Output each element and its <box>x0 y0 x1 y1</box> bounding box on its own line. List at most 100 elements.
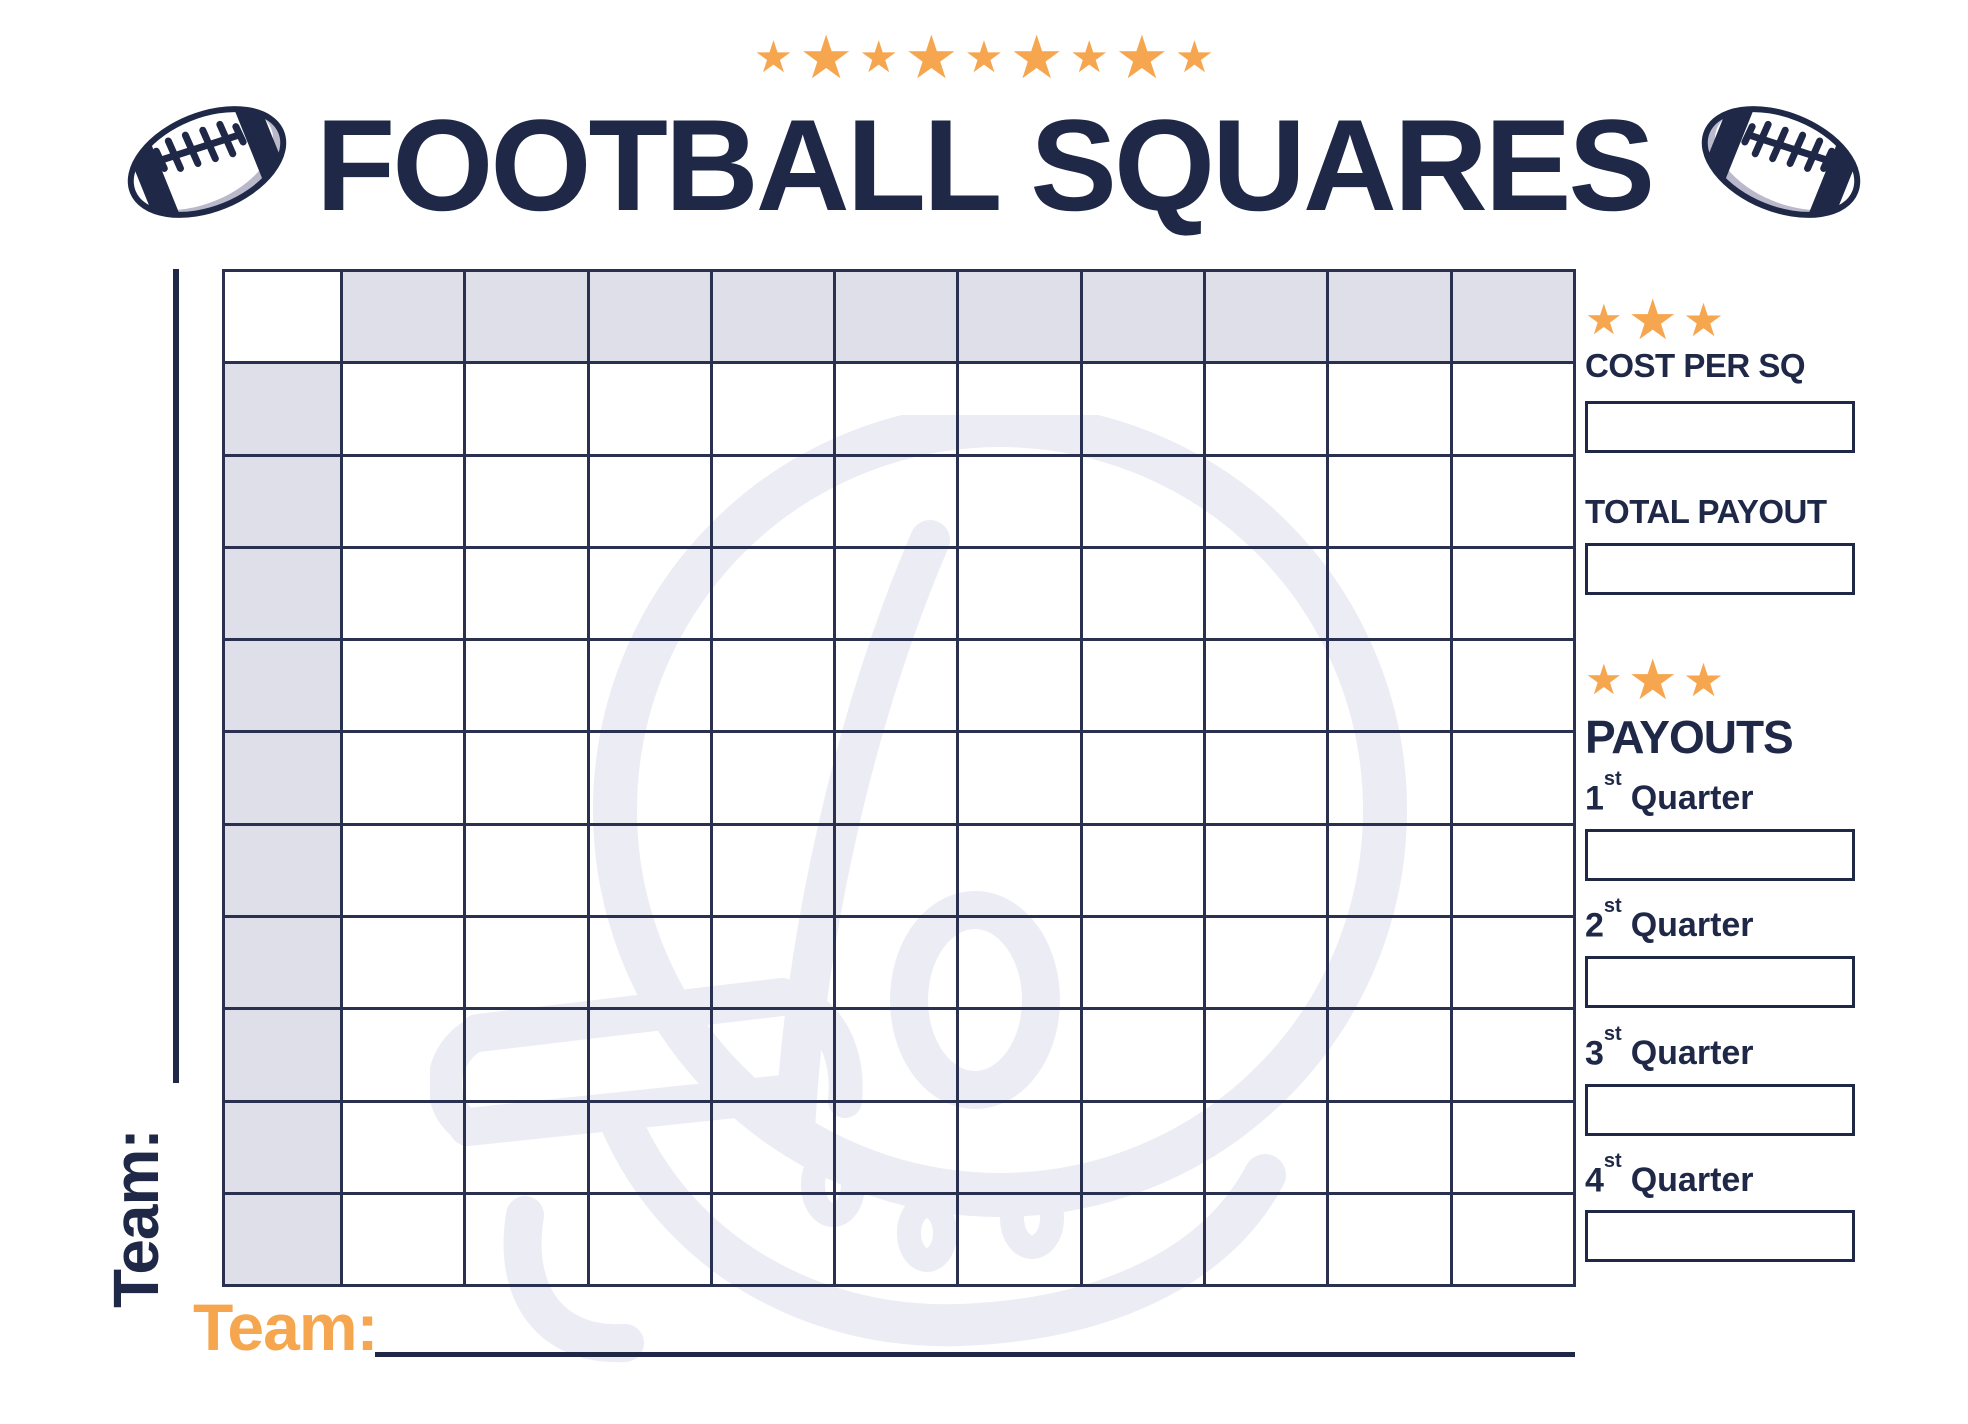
square-cell[interactable] <box>1206 1010 1330 1103</box>
square-cell[interactable] <box>589 1010 713 1103</box>
total-payout-input[interactable] <box>1585 543 1855 595</box>
column-header-cell[interactable] <box>836 272 960 365</box>
square-cell[interactable] <box>343 1194 467 1284</box>
square-cell[interactable] <box>589 548 713 642</box>
quarter-3-input[interactable] <box>1585 1084 1855 1136</box>
square-cell[interactable] <box>712 456 837 549</box>
square-cell[interactable] <box>1329 918 1453 1011</box>
column-header-cell[interactable] <box>343 272 467 365</box>
square-cell[interactable] <box>1329 733 1453 826</box>
square-cell[interactable] <box>466 456 590 549</box>
square-cell[interactable] <box>343 641 467 734</box>
square-cell[interactable] <box>1206 825 1330 919</box>
row-header-cell[interactable] <box>225 364 343 457</box>
square-cell[interactable] <box>1083 1194 1207 1284</box>
square-cell[interactable] <box>1329 1194 1453 1284</box>
square-cell[interactable] <box>466 733 590 826</box>
square-cell[interactable] <box>466 918 590 1011</box>
square-cell[interactable] <box>1452 918 1573 1011</box>
square-cell[interactable] <box>1329 1010 1453 1103</box>
square-cell[interactable] <box>589 733 713 826</box>
square-cell[interactable] <box>1452 457 1573 549</box>
square-cell[interactable] <box>1082 918 1207 1011</box>
square-cell[interactable] <box>836 641 960 734</box>
square-cell[interactable] <box>712 1102 837 1195</box>
square-cell[interactable] <box>1452 1010 1573 1103</box>
square-cell[interactable] <box>466 1010 590 1103</box>
row-header-cell[interactable] <box>225 1102 343 1195</box>
row-header-cell[interactable] <box>225 918 343 1011</box>
square-cell[interactable] <box>836 1102 960 1195</box>
square-cell[interactable] <box>959 1102 1083 1195</box>
square-cell[interactable] <box>1082 825 1207 919</box>
square-cell[interactable] <box>1329 548 1453 642</box>
square-cell[interactable] <box>1452 364 1573 457</box>
cost-per-sq-input[interactable] <box>1585 401 1855 453</box>
square-cell[interactable] <box>343 364 467 457</box>
square-cell[interactable] <box>836 548 960 642</box>
square-cell[interactable] <box>959 825 1083 919</box>
square-cell[interactable] <box>1452 733 1573 826</box>
square-cell[interactable] <box>1206 1102 1330 1195</box>
square-cell[interactable] <box>589 1102 713 1195</box>
row-header-cell[interactable] <box>225 548 343 642</box>
square-cell[interactable] <box>1206 456 1330 549</box>
square-cell[interactable] <box>1082 641 1207 734</box>
square-cell[interactable] <box>836 456 960 549</box>
square-cell[interactable] <box>836 918 960 1011</box>
square-cell[interactable] <box>959 456 1083 549</box>
quarter-2-input[interactable] <box>1585 956 1855 1008</box>
square-cell[interactable] <box>589 825 713 919</box>
square-cell[interactable] <box>836 825 960 919</box>
square-cell[interactable] <box>1206 918 1330 1011</box>
square-cell[interactable] <box>1082 364 1207 457</box>
square-cell[interactable] <box>1206 733 1330 826</box>
square-cell[interactable] <box>1452 826 1573 919</box>
square-cell[interactable] <box>1329 1102 1453 1195</box>
column-header-cell[interactable] <box>1329 272 1453 365</box>
square-cell[interactable] <box>1452 641 1573 734</box>
square-cell[interactable] <box>589 641 713 734</box>
square-cell[interactable] <box>590 1194 713 1284</box>
team-bottom-input-line[interactable] <box>375 1352 1575 1357</box>
square-cell[interactable] <box>712 825 837 919</box>
square-cell[interactable] <box>712 733 837 826</box>
square-cell[interactable] <box>959 641 1083 734</box>
column-header-cell[interactable] <box>589 272 713 365</box>
square-cell[interactable] <box>836 1194 960 1284</box>
square-cell[interactable] <box>1082 456 1207 549</box>
row-header-cell[interactable] <box>225 456 343 549</box>
quarter-4-input[interactable] <box>1585 1210 1855 1262</box>
square-cell[interactable] <box>1206 1194 1330 1284</box>
square-cell[interactable] <box>959 733 1083 826</box>
square-cell[interactable] <box>959 364 1083 457</box>
square-cell[interactable] <box>589 918 713 1011</box>
row-header-cell[interactable] <box>225 1194 343 1284</box>
square-cell[interactable] <box>959 548 1083 642</box>
column-header-cell[interactable] <box>466 272 590 365</box>
square-cell[interactable] <box>466 548 590 642</box>
column-header-cell[interactable] <box>959 272 1083 365</box>
square-cell[interactable] <box>343 825 467 919</box>
square-cell[interactable] <box>343 456 467 549</box>
square-cell[interactable] <box>712 918 837 1011</box>
square-cell[interactable] <box>343 1102 467 1195</box>
square-cell[interactable] <box>1082 733 1207 826</box>
row-header-cell[interactable] <box>225 733 343 826</box>
row-header-cell[interactable] <box>225 1010 343 1103</box>
row-header-cell[interactable] <box>225 825 343 919</box>
square-cell[interactable] <box>1082 1010 1207 1103</box>
square-cell[interactable] <box>1329 641 1453 734</box>
square-cell[interactable] <box>1206 548 1330 642</box>
square-cell[interactable] <box>343 918 467 1011</box>
square-cell[interactable] <box>343 548 467 642</box>
column-header-cell[interactable] <box>1206 272 1330 365</box>
square-cell[interactable] <box>466 641 590 734</box>
square-cell[interactable] <box>1206 641 1330 734</box>
square-cell[interactable] <box>343 1010 467 1103</box>
quarter-1-input[interactable] <box>1585 829 1855 881</box>
column-header-cell[interactable] <box>712 272 837 365</box>
square-cell[interactable] <box>466 825 590 919</box>
square-cell[interactable] <box>959 918 1083 1011</box>
square-cell[interactable] <box>1452 549 1573 642</box>
